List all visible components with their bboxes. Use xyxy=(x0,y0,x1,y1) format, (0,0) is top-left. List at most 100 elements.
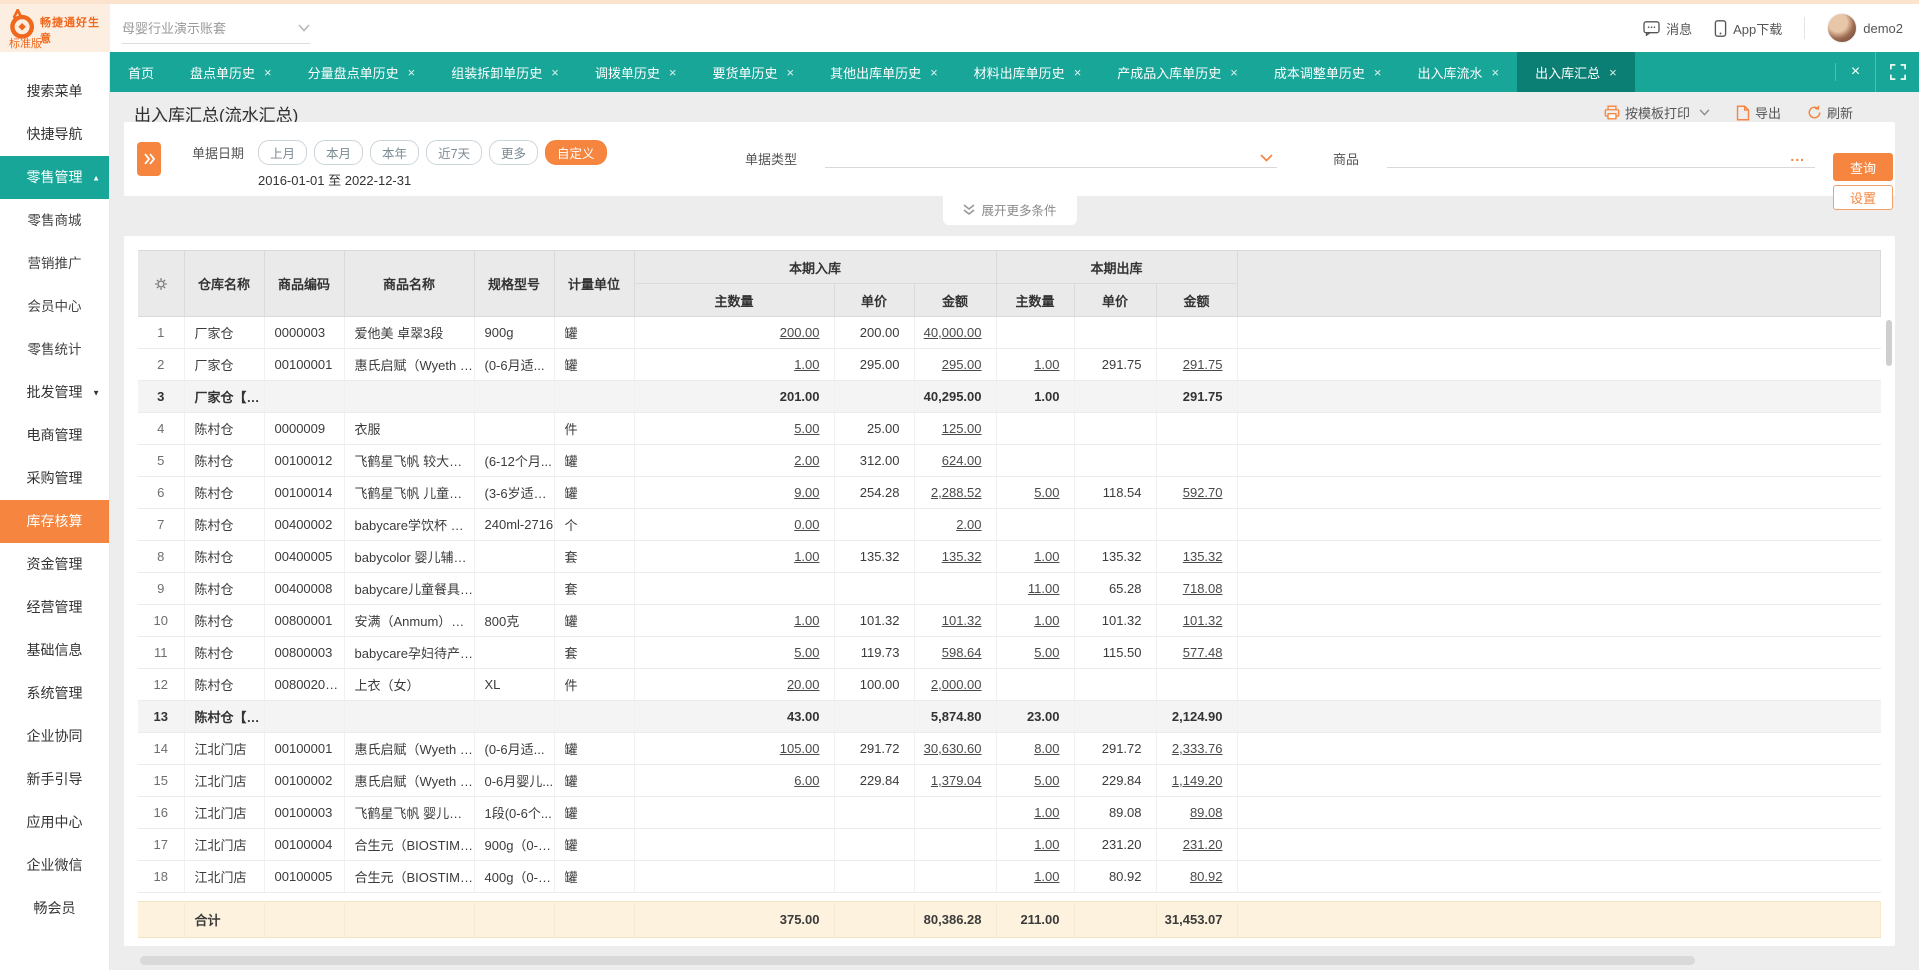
cell-in-amount-link[interactable]: 2,288.52 xyxy=(930,485,982,500)
table-row[interactable]: 18江北门店00100005合生元（BIOSTIME）...400g（0-6..… xyxy=(138,860,1881,893)
user-menu[interactable]: demo2 xyxy=(1827,13,1903,43)
cell-out-qty-link[interactable]: 5.00 xyxy=(1034,773,1060,788)
tab-close-icon[interactable]: × xyxy=(668,64,677,80)
col-in-price[interactable]: 单价 xyxy=(833,283,915,317)
tab-close-icon[interactable]: × xyxy=(1491,64,1500,80)
cell-out-amount-link[interactable]: 101.32 xyxy=(1182,613,1223,628)
cell-out-qty-link[interactable]: 1.00 xyxy=(1034,869,1060,884)
sidebar-item[interactable]: 新手引导 xyxy=(0,758,109,801)
table-row[interactable]: 17江北门店00100004合生元（BIOSTIME）...900g（0-6..… xyxy=(138,828,1881,861)
cell-in-qty-link[interactable]: 200.00 xyxy=(779,325,820,340)
table-row[interactable]: 14 江北门店 00100001 惠氏启赋（Wyeth illu... (0-6月适..… xyxy=(138,732,1881,765)
sidebar-item[interactable]: 会员中心 xyxy=(0,285,109,328)
column-settings-button[interactable] xyxy=(138,250,185,317)
tab[interactable]: 材料出库单历史 × xyxy=(956,52,1100,92)
cell-in-qty-link[interactable]: 0.00 xyxy=(794,517,820,532)
tab-close-icon[interactable]: × xyxy=(407,64,416,80)
sidebar-item[interactable]: 采购管理 xyxy=(0,457,109,500)
cell-out-qty-link[interactable]: 5.00 xyxy=(1034,645,1060,660)
cell-out-qty-link[interactable]: 1.00 xyxy=(1034,549,1060,564)
cell-in-qty-link[interactable]: 1.00 xyxy=(794,357,820,372)
date-preset-custom-pill[interactable]: 自定义 xyxy=(545,140,607,165)
cell-out-qty-link[interactable]: 11.00 xyxy=(1027,581,1060,596)
export-button[interactable]: 导出 xyxy=(1736,103,1781,122)
sidebar-item[interactable]: 基础信息 xyxy=(0,629,109,672)
cell-in-amount-link[interactable]: 101.32 xyxy=(941,613,982,628)
cell-in-qty-link[interactable]: 5.00 xyxy=(794,421,820,436)
vertical-scrollbar[interactable] xyxy=(1886,320,1892,366)
cell-in-amount-link[interactable]: 2.00 xyxy=(956,517,982,532)
sidebar-item[interactable]: 电商管理 xyxy=(0,414,109,457)
col-product-name[interactable]: 商品名称 xyxy=(343,250,475,317)
messages-button[interactable]: 消息 xyxy=(1643,19,1692,38)
sidebar-item[interactable]: 零售统计 xyxy=(0,328,109,371)
sidebar-item[interactable]: 企业协同 xyxy=(0,715,109,758)
cell-in-amount-link[interactable]: 135.32 xyxy=(941,549,982,564)
cell-in-amount-link[interactable]: 598.64 xyxy=(941,645,982,660)
col-in-qty[interactable]: 主数量 xyxy=(633,283,835,317)
tab-close-icon[interactable]: × xyxy=(551,64,559,80)
close-all-tabs-icon[interactable]: × xyxy=(1835,63,1875,81)
sidebar-item[interactable]: 库存核算 xyxy=(0,500,109,543)
cell-out-amount-link[interactable]: 89.08 xyxy=(1189,805,1223,820)
cell-in-amount-link[interactable]: 2,000.00 xyxy=(930,677,982,692)
account-selector[interactable]: 母婴行业演示账套 xyxy=(122,12,310,44)
print-by-template-button[interactable]: 按模板打印 xyxy=(1604,103,1710,122)
cell-out-amount-link[interactable]: 577.48 xyxy=(1182,645,1223,660)
cell-out-amount-link[interactable]: 291.75 xyxy=(1182,357,1223,372)
cell-in-amount-link[interactable]: 624.00 xyxy=(941,453,982,468)
col-out-price[interactable]: 单价 xyxy=(1073,283,1157,317)
tab[interactable]: 调拨单历史 × xyxy=(577,52,695,92)
sidebar-item[interactable]: 企业微信 xyxy=(0,844,109,887)
tab-close-icon[interactable]: × xyxy=(786,64,795,80)
tab[interactable]: 组装拆卸单历史 × xyxy=(433,52,577,92)
cell-in-amount-link[interactable]: 295.00 xyxy=(941,357,982,372)
cell-in-amount-link[interactable]: 30,630.60 xyxy=(923,741,982,756)
tab[interactable]: 分量盘点单历史 × xyxy=(290,52,434,92)
table-row[interactable]: 4 陈村仓 0000009 衣服 件 5.00 25.00 125.00 xyxy=(138,412,1881,445)
col-product-code[interactable]: 商品编码 xyxy=(263,250,345,317)
col-spec[interactable]: 规格型号 xyxy=(473,250,555,317)
sidebar-item[interactable]: 应用中心 xyxy=(0,801,109,844)
col-out-qty[interactable]: 主数量 xyxy=(995,283,1075,317)
table-row[interactable]: 13 陈村仓【小... 43.00 5,874.80 23.00 2,124.90 xyxy=(138,700,1881,733)
sidebar-item[interactable]: 系统管理 xyxy=(0,672,109,715)
cell-out-qty-link[interactable]: 1.00 xyxy=(1034,837,1060,852)
table-row[interactable]: 1 厂家仓 0000003 爱他美 卓翠3段 900g 罐 200.00 200.00 40,0… xyxy=(138,316,1881,349)
tab[interactable]: 产成品入库单历史 × xyxy=(1099,52,1256,92)
tab[interactable]: 首页 xyxy=(110,52,172,92)
cell-in-qty-link[interactable]: 6.00 xyxy=(794,773,820,788)
cell-out-amount-link[interactable]: 80.92 xyxy=(1189,869,1223,884)
tab-close-icon[interactable]: × xyxy=(264,64,272,80)
sidebar-item[interactable]: 快捷导航 xyxy=(0,113,109,156)
date-range-value[interactable]: 2016-01-01 至 2022-12-31 xyxy=(258,173,412,188)
sidebar-item[interactable]: 营销推广 xyxy=(0,242,109,285)
doc-type-input[interactable] xyxy=(825,146,1278,168)
cell-out-amount-link[interactable]: 231.20 xyxy=(1182,837,1223,852)
col-out-amount[interactable]: 金额 xyxy=(1155,283,1238,317)
fullscreen-icon[interactable] xyxy=(1875,52,1919,92)
date-preset-pill[interactable]: 上月 xyxy=(258,140,308,165)
tab-close-icon[interactable]: × xyxy=(930,64,938,80)
cell-in-qty-link[interactable]: 5.00 xyxy=(794,645,820,660)
date-preset-pill[interactable]: 本年 xyxy=(370,140,420,165)
date-preset-pill[interactable]: 本月 xyxy=(314,140,364,165)
tab[interactable]: 盘点单历史 × xyxy=(172,52,290,92)
table-row[interactable]: 2 厂家仓 00100001 惠氏启赋（Wyeth illu... (0-6月适... 罐… xyxy=(138,348,1881,381)
refresh-button[interactable]: 刷新 xyxy=(1807,103,1853,122)
table-row[interactable]: 15 江北门店 00100002 惠氏启赋（Wyeth illu... 0-6月婴儿..… xyxy=(138,764,1881,797)
cell-in-amount-link[interactable]: 125.00 xyxy=(941,421,982,436)
sidebar-item[interactable]: 搜索菜单 xyxy=(0,70,109,113)
horizontal-scrollbar[interactable] xyxy=(140,956,1695,965)
cell-in-qty-link[interactable]: 1.00 xyxy=(794,613,820,628)
col-in-amount[interactable]: 金额 xyxy=(913,283,997,317)
cell-in-qty-link[interactable]: 1.00 xyxy=(794,549,820,564)
cell-out-amount-link[interactable]: 135.32 xyxy=(1182,549,1223,564)
cell-out-amount-link[interactable]: 718.08 xyxy=(1182,581,1223,596)
sidebar-item[interactable]: 畅会员 xyxy=(0,887,109,930)
